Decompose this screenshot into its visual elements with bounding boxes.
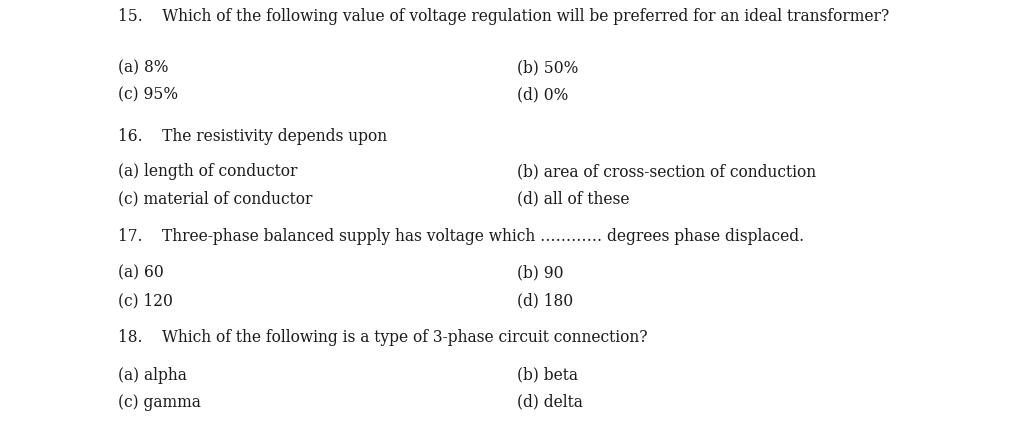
Text: 18.    Which of the following is a type of 3-phase circuit connection?: 18. Which of the following is a type of … [118,329,647,346]
Text: (c) 95%: (c) 95% [118,87,178,104]
Text: (a) 8%: (a) 8% [118,59,168,76]
Text: (c) 120: (c) 120 [118,292,173,309]
Text: 15.    Which of the following value of voltage regulation will be preferred for : 15. Which of the following value of volt… [118,9,889,25]
Text: (d) delta: (d) delta [517,394,583,411]
Text: (b) 90: (b) 90 [517,265,563,282]
Text: (a) alpha: (a) alpha [118,366,186,384]
Text: (d) 0%: (d) 0% [517,87,568,104]
Text: (c) material of conductor: (c) material of conductor [118,190,312,207]
Text: (d) all of these: (d) all of these [517,190,630,207]
Text: (a) length of conductor: (a) length of conductor [118,163,297,180]
Text: 16.    The resistivity depends upon: 16. The resistivity depends upon [118,128,387,145]
Text: (b) area of cross-section of conduction: (b) area of cross-section of conduction [517,163,816,180]
Text: (d) 180: (d) 180 [517,292,573,309]
Text: 17.    Three-phase balanced supply has voltage which ………… degrees phase displace: 17. Three-phase balanced supply has volt… [118,228,804,245]
Text: (a) 60: (a) 60 [118,265,164,282]
Text: (b) 50%: (b) 50% [517,59,579,76]
Text: (c) gamma: (c) gamma [118,394,201,411]
Text: (b) beta: (b) beta [517,366,579,384]
